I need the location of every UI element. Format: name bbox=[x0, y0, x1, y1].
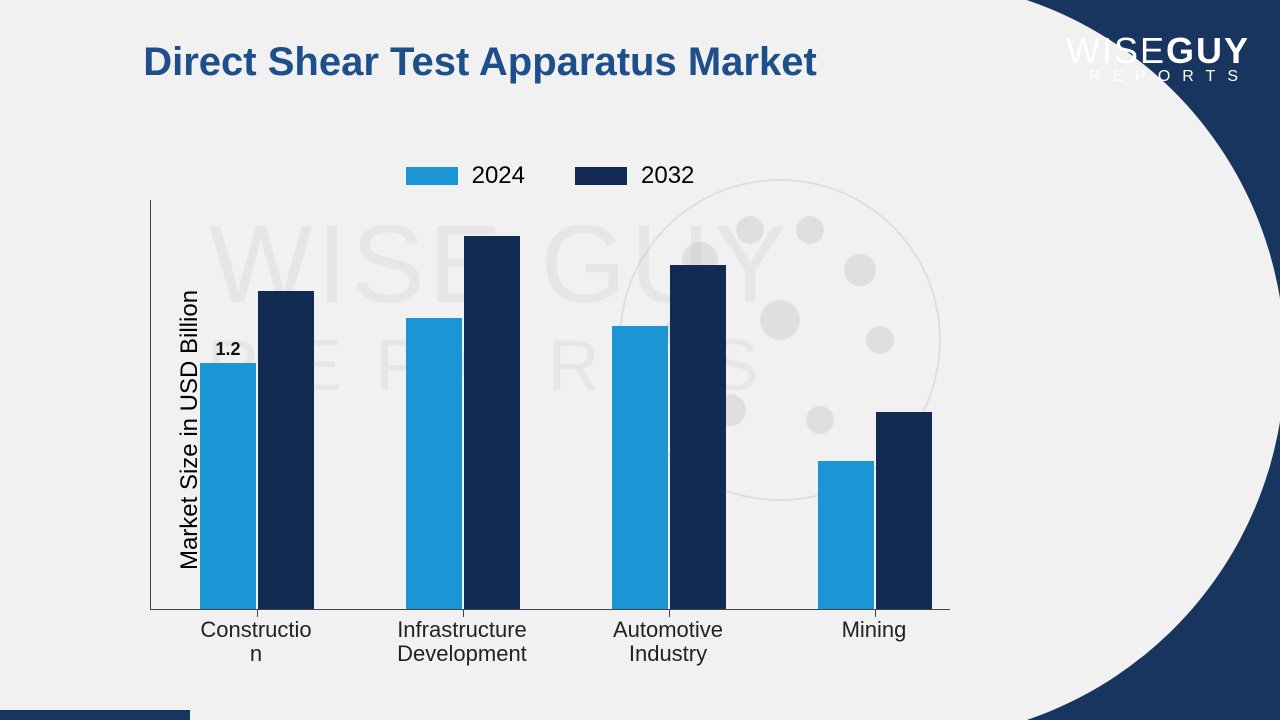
legend-item-2024: 2024 bbox=[406, 162, 525, 190]
chart-title: Direct Shear Test Apparatus Market bbox=[0, 40, 960, 85]
bar-2032-construction bbox=[258, 291, 314, 609]
brand-logo: WISEGUY REPORTS bbox=[1066, 30, 1250, 86]
chart-area: Market Size in USD Billion 2024 2032 1.2… bbox=[50, 160, 960, 700]
legend-swatch-2032 bbox=[575, 167, 627, 185]
bar-2024-infrastructure-development bbox=[406, 318, 462, 609]
bar-2032-infrastructure-development bbox=[464, 236, 520, 609]
bottom-accent-bar bbox=[0, 710, 190, 720]
brand-name: WISEGUY bbox=[1066, 30, 1250, 72]
data-label: 1.2 bbox=[215, 339, 240, 360]
brand-word-1: WISE bbox=[1066, 30, 1166, 71]
bar-2032-automotive-industry bbox=[670, 265, 726, 609]
legend-swatch-2024 bbox=[406, 167, 458, 185]
plot-region: 1.2 bbox=[150, 200, 950, 610]
chart-canvas: WISEGUY REPORTS Direct Shear Test Appara… bbox=[0, 0, 1280, 720]
x-axis-label: Mining bbox=[814, 618, 934, 642]
x-axis-label: Infrastructure Development bbox=[377, 618, 547, 666]
x-axis-label: Construction bbox=[191, 618, 321, 666]
brand-word-2: GUY bbox=[1166, 30, 1250, 71]
bar-2032-mining bbox=[876, 412, 932, 609]
x-axis-labels: Construction Infrastructure Development Au… bbox=[150, 612, 950, 672]
brand-side-panel: WISEGUY REPORTS bbox=[965, 0, 1280, 720]
legend-item-2032: 2032 bbox=[575, 162, 694, 190]
x-axis-label: Automotive Industry bbox=[593, 618, 743, 666]
bar-2024-construction bbox=[200, 363, 256, 609]
bar-2024-mining bbox=[818, 461, 874, 609]
legend-label-2024: 2024 bbox=[472, 162, 525, 190]
brand-subtitle: REPORTS bbox=[1066, 68, 1250, 86]
bar-2024-automotive-industry bbox=[612, 326, 668, 609]
legend-label-2032: 2032 bbox=[641, 162, 694, 190]
legend: 2024 2032 bbox=[150, 160, 950, 192]
